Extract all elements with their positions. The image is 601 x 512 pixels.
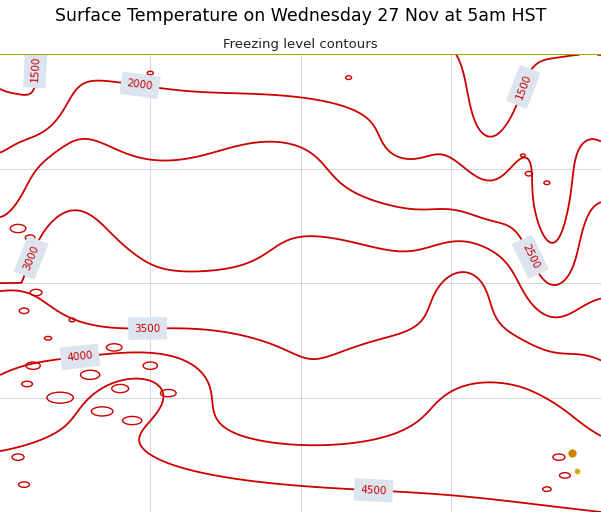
Text: 1500: 1500 xyxy=(29,55,41,82)
Text: 4500: 4500 xyxy=(360,485,387,496)
Text: 4000: 4000 xyxy=(66,350,93,363)
Text: Freezing level contours: Freezing level contours xyxy=(223,38,378,51)
Text: Surface Temperature on Wednesday 27 Nov at 5am HST: Surface Temperature on Wednesday 27 Nov … xyxy=(55,8,546,26)
Text: 2500: 2500 xyxy=(520,243,540,271)
Text: 3000: 3000 xyxy=(22,244,41,271)
Text: 1500: 1500 xyxy=(514,73,532,101)
Text: 2000: 2000 xyxy=(126,78,154,92)
Text: 3500: 3500 xyxy=(135,324,161,333)
